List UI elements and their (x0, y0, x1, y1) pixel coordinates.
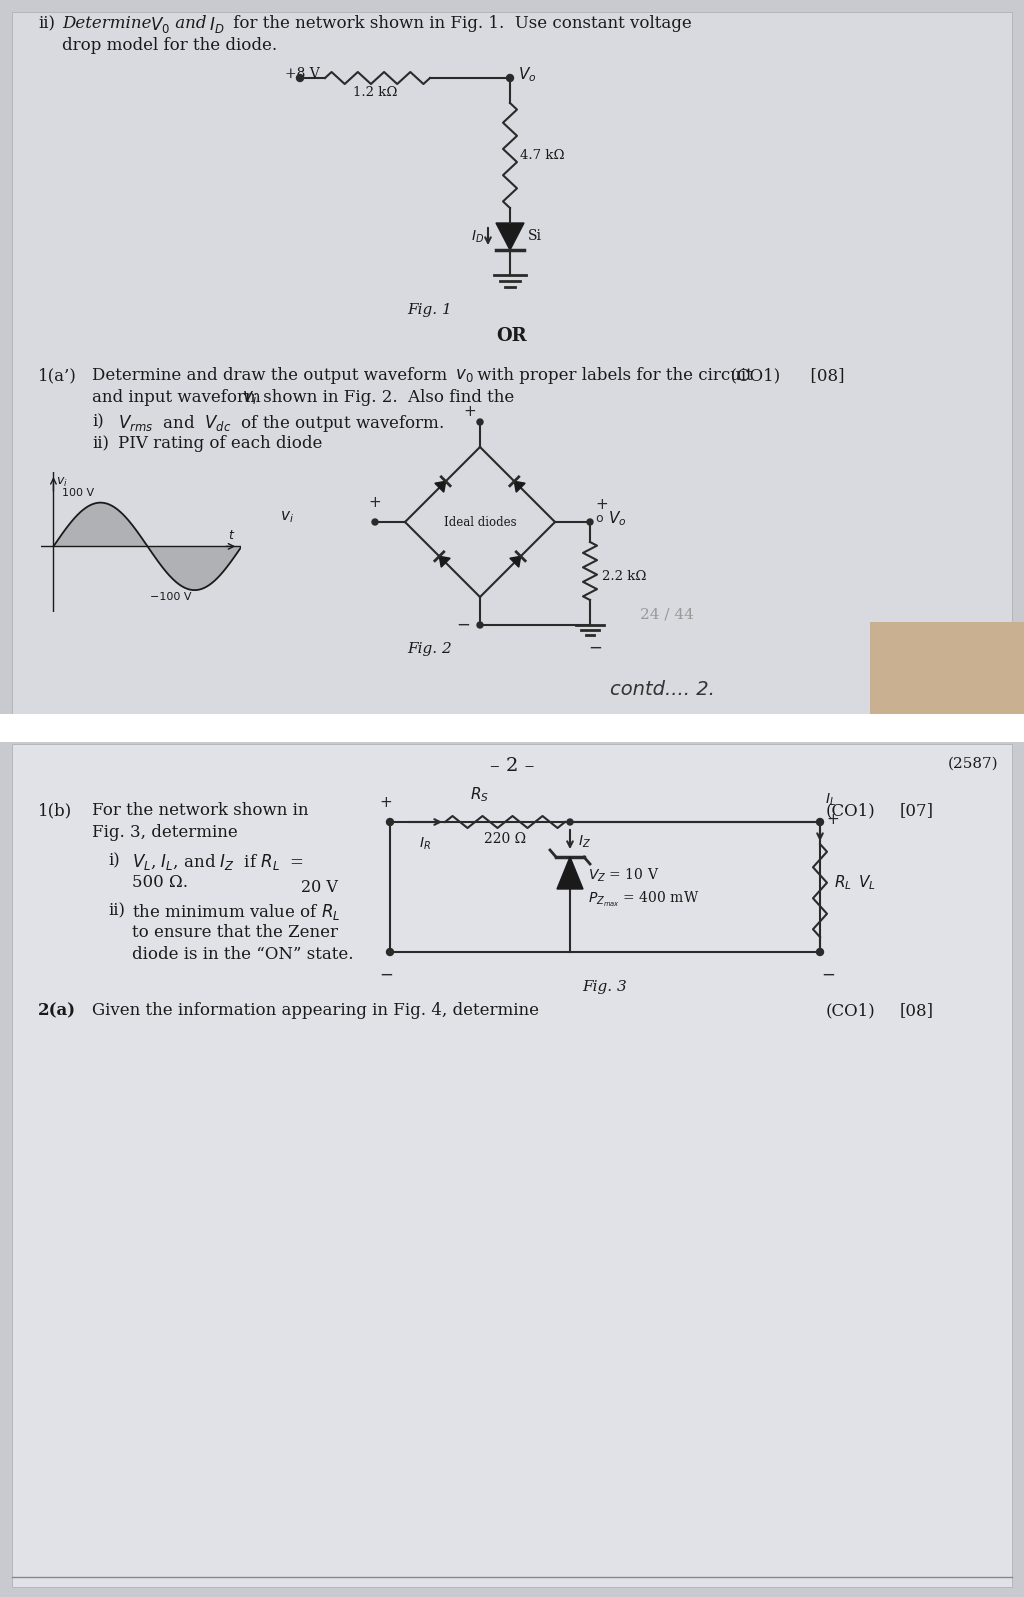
Text: 1.2 kΩ: 1.2 kΩ (353, 86, 397, 99)
Text: −100 V: −100 V (150, 592, 191, 602)
Text: Determine: Determine (62, 14, 152, 32)
Text: $I_R$: $I_R$ (419, 835, 431, 853)
Text: shown in Fig. 2.  Also find the: shown in Fig. 2. Also find the (258, 390, 514, 406)
Text: $R_S$: $R_S$ (470, 786, 489, 803)
Text: +: + (464, 404, 476, 418)
Text: ii): ii) (38, 14, 55, 32)
Circle shape (477, 418, 483, 425)
Text: Fig. 2: Fig. 2 (408, 642, 453, 656)
Text: PIV rating of each diode: PIV rating of each diode (118, 434, 323, 452)
Text: i): i) (92, 414, 103, 430)
Text: Fig. 3, determine: Fig. 3, determine (92, 824, 238, 842)
Text: For the network shown in: For the network shown in (92, 802, 308, 819)
Polygon shape (439, 556, 451, 567)
Text: Determine and draw the output waveform: Determine and draw the output waveform (92, 367, 447, 383)
Text: (2587): (2587) (948, 757, 998, 771)
Text: Si: Si (528, 228, 542, 243)
Text: drop model for the diode.: drop model for the diode. (62, 37, 278, 54)
Circle shape (477, 621, 483, 628)
Text: 1(a’): 1(a’) (38, 367, 77, 383)
Text: $V_{rms}$  and  $V_{dc}$  of the output waveform.: $V_{rms}$ and $V_{dc}$ of the output wav… (118, 414, 444, 434)
Text: +: + (380, 795, 392, 810)
Text: (CO1): (CO1) (720, 367, 780, 383)
Text: and: and (170, 14, 207, 32)
Polygon shape (510, 556, 520, 567)
Circle shape (386, 949, 393, 955)
Text: Ideal diodes: Ideal diodes (443, 516, 516, 529)
Text: −: − (379, 966, 393, 984)
Text: 220 Ω: 220 Ω (484, 832, 526, 846)
Text: −: − (456, 616, 470, 634)
Circle shape (372, 519, 378, 525)
Text: +: + (369, 495, 381, 509)
Text: $v_i$: $v_i$ (56, 476, 68, 489)
Text: i): i) (108, 853, 120, 869)
Text: $V_0$: $V_0$ (145, 14, 170, 35)
Text: 2.2 kΩ: 2.2 kΩ (602, 570, 646, 583)
Text: $V_Z$ = 10 V: $V_Z$ = 10 V (588, 866, 659, 883)
Text: $V_o$: $V_o$ (608, 509, 627, 529)
FancyBboxPatch shape (12, 13, 1012, 727)
Polygon shape (496, 224, 524, 251)
Circle shape (507, 75, 513, 81)
Text: −: − (588, 639, 602, 656)
Text: the minimum value of $R_L$: the minimum value of $R_L$ (132, 902, 340, 921)
Text: $t$: $t$ (228, 529, 236, 541)
Text: +: + (826, 813, 839, 827)
Text: $I_D$: $I_D$ (471, 228, 484, 244)
Text: $v_i$: $v_i$ (280, 509, 294, 525)
Text: $R_L$: $R_L$ (834, 874, 852, 891)
Text: 20 V: 20 V (301, 878, 338, 896)
Circle shape (386, 819, 393, 826)
Text: ii): ii) (92, 434, 109, 452)
Text: $V_L$, $I_L$, and $I_Z$  if $R_L$  =: $V_L$, $I_L$, and $I_Z$ if $R_L$ = (132, 853, 304, 872)
Text: [08]: [08] (900, 1001, 934, 1019)
Text: (CO1): (CO1) (826, 802, 876, 819)
Text: +: + (595, 497, 608, 513)
FancyBboxPatch shape (0, 714, 1024, 743)
Text: $V_o$: $V_o$ (518, 65, 537, 85)
Text: (CO1): (CO1) (826, 1001, 876, 1019)
Text: and input waveform: and input waveform (92, 390, 261, 406)
Text: 2(a): 2(a) (38, 1001, 76, 1019)
Text: [07]: [07] (900, 802, 934, 819)
Text: $I_Z$: $I_Z$ (578, 834, 591, 850)
Text: Fig. 3: Fig. 3 (583, 981, 628, 993)
Polygon shape (514, 481, 525, 492)
Text: ii): ii) (108, 902, 125, 918)
Circle shape (587, 519, 593, 525)
Circle shape (816, 819, 823, 826)
Text: Fig. 1: Fig. 1 (408, 303, 453, 316)
Text: 500 Ω.: 500 Ω. (132, 874, 188, 891)
FancyBboxPatch shape (12, 744, 1012, 1587)
Text: diode is in the “ON” state.: diode is in the “ON” state. (132, 945, 353, 963)
Circle shape (297, 75, 303, 81)
Text: with proper labels for the circuit: with proper labels for the circuit (472, 367, 753, 383)
Text: [08]: [08] (800, 367, 845, 383)
Text: o: o (595, 513, 603, 525)
Text: to ensure that the Zener: to ensure that the Zener (132, 925, 338, 941)
Text: $v_0$: $v_0$ (450, 367, 474, 383)
Text: $I_L$: $I_L$ (825, 792, 836, 808)
Text: 4.7 kΩ: 4.7 kΩ (520, 149, 564, 161)
Text: Given the information appearing in Fig. 4, determine: Given the information appearing in Fig. … (92, 1001, 539, 1019)
Text: $P_{Z_{max}}$ = 400 mW: $P_{Z_{max}}$ = 400 mW (588, 890, 699, 909)
Text: +8 V: +8 V (285, 67, 319, 81)
Polygon shape (557, 858, 583, 890)
Circle shape (567, 819, 573, 826)
Text: −: − (821, 966, 835, 984)
Text: $I_D$: $I_D$ (204, 14, 224, 35)
Text: 1(b): 1(b) (38, 802, 73, 819)
Text: 100 V: 100 V (62, 489, 94, 498)
Polygon shape (435, 481, 445, 492)
Text: contd.... 2.: contd.... 2. (610, 680, 715, 699)
Text: 24 / 44: 24 / 44 (640, 607, 694, 621)
Text: for the network shown in Fig. 1.  Use constant voltage: for the network shown in Fig. 1. Use con… (228, 14, 692, 32)
Text: OR: OR (497, 327, 527, 345)
Text: $V_L$: $V_L$ (858, 874, 876, 891)
Circle shape (816, 949, 823, 955)
Text: – 2 –: – 2 – (489, 757, 535, 775)
FancyBboxPatch shape (870, 621, 1024, 743)
Text: $v_i$: $v_i$ (237, 390, 257, 406)
